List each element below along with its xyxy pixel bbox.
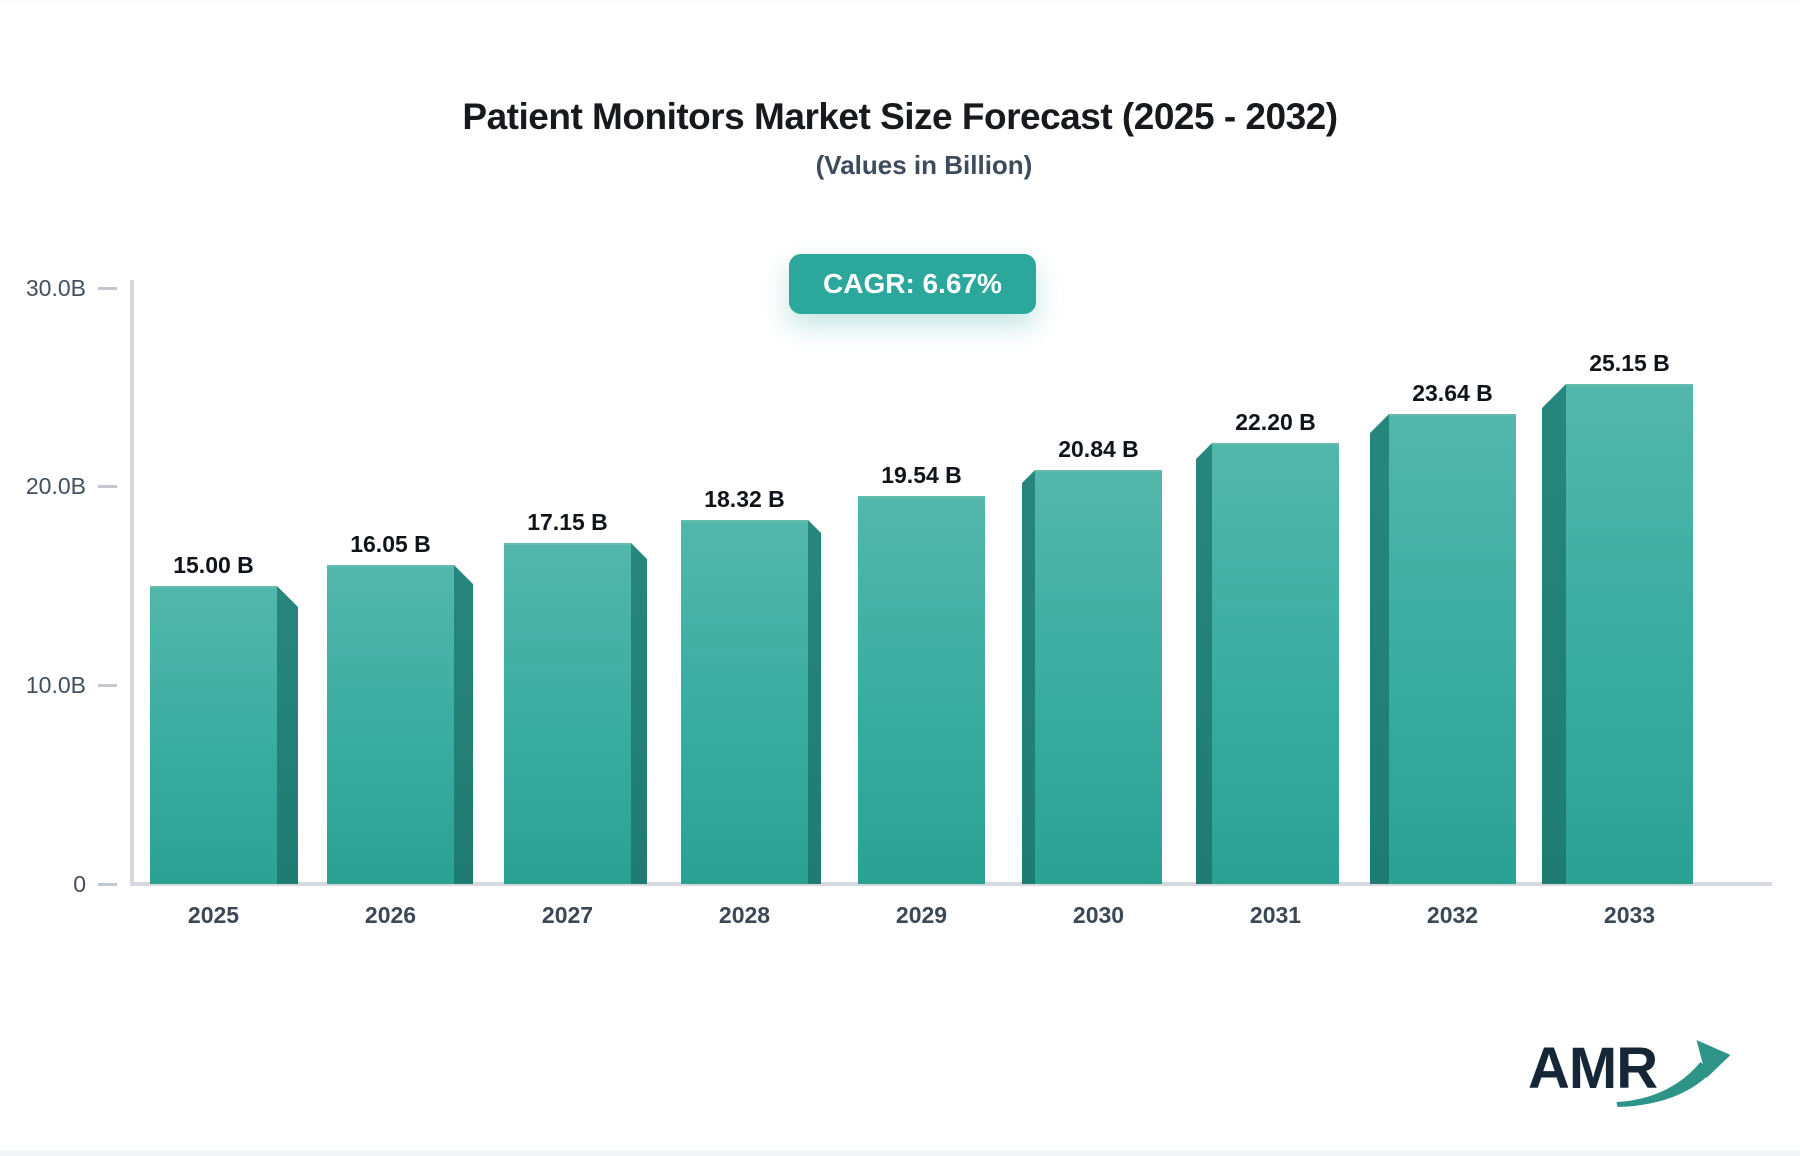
bar-face <box>1389 414 1516 884</box>
x-tick-label: 2026 <box>364 902 417 928</box>
y-tick-label: 20.0B <box>25 473 86 500</box>
y-tick-mark <box>98 286 117 290</box>
bar-value-label: 18.32 B <box>704 486 785 512</box>
bar-face <box>327 565 454 884</box>
bar-face <box>681 520 808 884</box>
bar <box>1196 443 1339 884</box>
x-tick-label: 2028 <box>718 902 771 928</box>
bar-face <box>1035 470 1162 884</box>
bar-face <box>1212 443 1339 884</box>
brand-logo: AMR <box>1528 1036 1731 1110</box>
x-tick-label: 2029 <box>895 902 948 928</box>
bar-side-3d <box>1370 414 1389 884</box>
bar-value-label: 22.20 B <box>1235 409 1316 435</box>
chart-title: Patient Monitors Market Size Forecast (2… <box>462 96 1338 137</box>
y-tick-mark <box>98 684 117 688</box>
bar <box>1370 414 1516 884</box>
bar-face <box>1566 384 1693 884</box>
x-tick-label: 2033 <box>1603 902 1656 928</box>
growth-arrow-icon <box>1616 1040 1731 1107</box>
bar-value-label: 20.84 B <box>1058 436 1139 462</box>
bar-face <box>504 543 631 884</box>
bar-value-label: 16.05 B <box>350 531 431 557</box>
x-tick-label: 2031 <box>1249 902 1302 928</box>
bar-side-3d <box>454 565 473 884</box>
y-tick-label: 10.0B <box>25 672 86 699</box>
bar-side-3d <box>1196 443 1212 884</box>
y-tick-mark <box>98 485 117 489</box>
bar-side-3d <box>808 520 821 884</box>
x-tick-label: 2025 <box>187 902 240 928</box>
bar <box>327 565 473 884</box>
bar-side-3d <box>631 543 647 884</box>
bar-face <box>858 496 985 884</box>
x-tick-label: 2027 <box>541 902 594 928</box>
bar-face <box>150 586 277 884</box>
bar-side-3d <box>1542 384 1566 884</box>
y-tick-label: 0 <box>73 871 86 897</box>
bar-side-3d <box>277 586 298 884</box>
y-tick-label: 30.0B <box>25 274 86 301</box>
bar <box>150 586 298 884</box>
x-tick-label: 2030 <box>1072 902 1125 928</box>
bar-side-3d <box>1022 470 1035 884</box>
chart-subtitle: (Values in Billion) <box>815 150 1033 180</box>
brand-logo-text: AMR <box>1528 1036 1658 1101</box>
bar-value-label: 17.15 B <box>527 509 608 535</box>
y-tick-mark <box>98 883 117 886</box>
cagr-badge: CAGR: 6.67% <box>789 254 1036 314</box>
bottom-edge-strip <box>0 1150 1800 1156</box>
y-axis-line <box>130 280 134 886</box>
x-tick-label: 2032 <box>1426 902 1479 928</box>
bar <box>1542 384 1693 884</box>
x-axis-line <box>130 882 1772 886</box>
top-edge-strip <box>0 0 1800 3</box>
bar <box>681 520 821 884</box>
bar-value-label: 23.64 B <box>1412 380 1493 406</box>
bar-value-label: 15.00 B <box>173 552 254 578</box>
bar <box>1022 470 1162 884</box>
bar-value-label: 19.54 B <box>881 462 962 488</box>
bar <box>504 543 647 884</box>
bar-value-label: 25.15 B <box>1589 350 1670 376</box>
bar <box>858 496 985 884</box>
